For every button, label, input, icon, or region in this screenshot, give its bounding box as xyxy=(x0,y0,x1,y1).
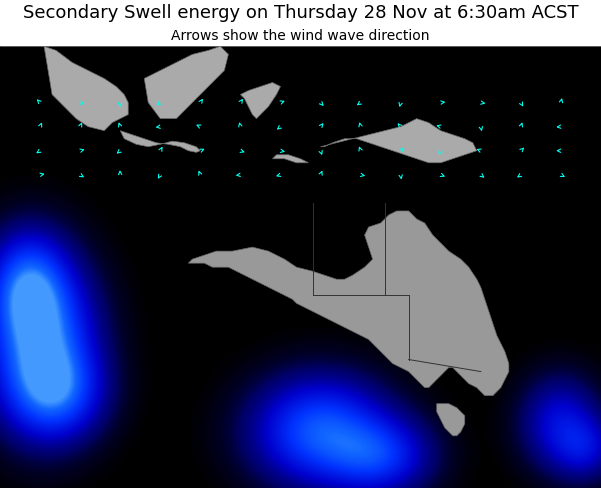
Polygon shape xyxy=(320,119,477,163)
Polygon shape xyxy=(144,46,228,119)
Text: Arrows show the wind wave direction: Arrows show the wind wave direction xyxy=(171,29,430,43)
Polygon shape xyxy=(240,82,281,119)
Polygon shape xyxy=(120,131,200,152)
Text: Secondary Swell energy on Thursday 28 Nov at 6:30am ACST: Secondary Swell energy on Thursday 28 No… xyxy=(23,4,578,22)
Polygon shape xyxy=(437,404,465,436)
Polygon shape xyxy=(44,46,128,131)
Polygon shape xyxy=(188,211,509,396)
Polygon shape xyxy=(272,155,308,163)
